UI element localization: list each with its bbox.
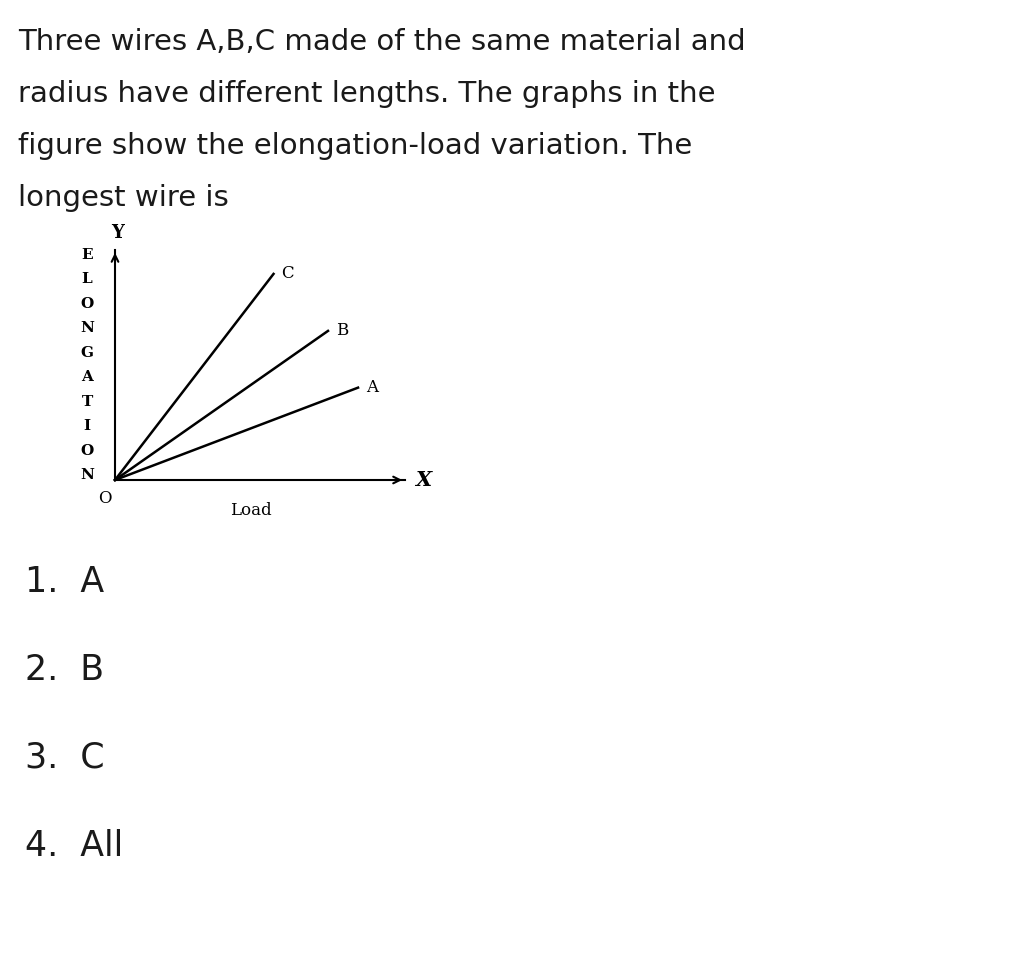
Text: C: C (282, 265, 294, 282)
Text: N: N (80, 321, 94, 336)
Text: L: L (82, 273, 92, 286)
Text: 1.  A: 1. A (25, 565, 104, 599)
Text: Three wires A,B,C made of the same material and: Three wires A,B,C made of the same mater… (18, 28, 745, 56)
Text: A: A (366, 379, 378, 396)
Text: 4.  All: 4. All (25, 829, 123, 863)
Text: B: B (336, 322, 348, 339)
Text: longest wire is: longest wire is (18, 184, 228, 212)
Text: Y: Y (112, 224, 125, 242)
Text: radius have different lengths. The graphs in the: radius have different lengths. The graph… (18, 80, 716, 108)
Text: Load: Load (230, 502, 272, 519)
Text: O: O (80, 297, 93, 310)
Text: E: E (81, 248, 93, 262)
Text: N: N (80, 468, 94, 482)
Text: O: O (98, 490, 112, 507)
Text: T: T (81, 395, 92, 409)
Text: I: I (83, 419, 90, 433)
Text: X: X (415, 470, 431, 490)
Text: 2.  B: 2. B (25, 653, 104, 687)
Text: figure show the elongation-load variation. The: figure show the elongation-load variatio… (18, 132, 692, 160)
Text: O: O (80, 444, 93, 457)
Text: 3.  C: 3. C (25, 741, 104, 775)
Text: G: G (81, 346, 93, 360)
Text: A: A (81, 370, 93, 384)
